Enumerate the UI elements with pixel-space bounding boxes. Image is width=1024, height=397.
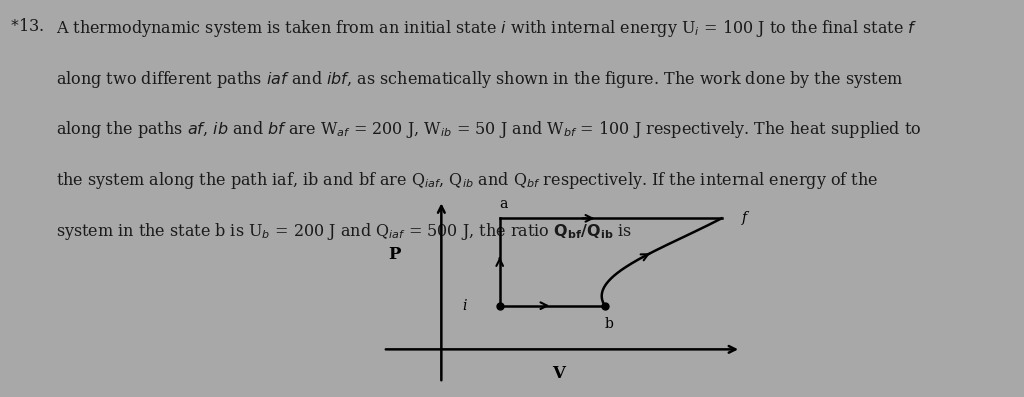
Text: a: a: [500, 197, 508, 212]
Text: A thermodynamic system is taken from an initial state $i$ with internal energy U: A thermodynamic system is taken from an …: [56, 18, 918, 39]
Text: f: f: [742, 211, 748, 225]
Text: b: b: [604, 316, 613, 331]
Text: i: i: [463, 299, 467, 313]
Text: $*$13.: $*$13.: [10, 18, 44, 35]
Text: V: V: [552, 365, 564, 382]
Text: along two different paths $iaf$ and $ibf$, as schematically shown in the figure.: along two different paths $iaf$ and $ibf…: [56, 69, 904, 90]
Text: the system along the path iaf, ib and bf are Q$_{iaf}$, Q$_{ib}$ and Q$_{bf}$ re: the system along the path iaf, ib and bf…: [56, 170, 879, 191]
Text: P: P: [388, 246, 400, 262]
Text: system in the state b is U$_b$ = 200 J and Q$_{iaf}$ = 500 J, the ratio $\mathbf: system in the state b is U$_b$ = 200 J a…: [56, 221, 633, 242]
Text: along the paths $af$, $ib$ and $bf$ are W$_{af}$ = 200 J, W$_{ib}$ = 50 J and W$: along the paths $af$, $ib$ and $bf$ are …: [56, 119, 922, 141]
